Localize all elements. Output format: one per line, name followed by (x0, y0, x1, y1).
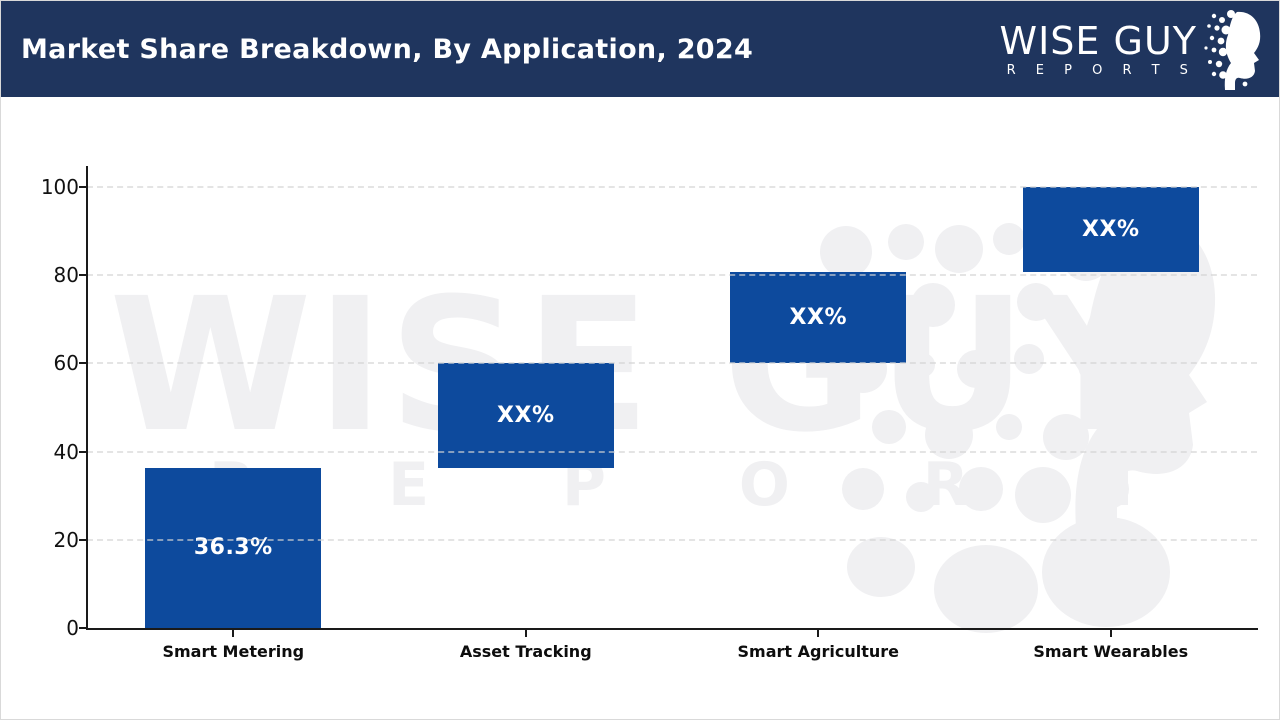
bar-value-label: XX% (789, 305, 847, 331)
bar-asset-tracking: XX% (437, 363, 614, 468)
logo-head-icon (1204, 10, 1261, 90)
bar-smart-agriculture: XX% (730, 272, 907, 364)
bar-smart-wearables: XX% (1022, 187, 1199, 273)
y-axis-tick (79, 450, 87, 453)
bar-value-label: XX% (497, 403, 555, 429)
plot-area: 0 20 40 60 80 100 36.3% Smart Metering XX% Asset … (1, 97, 1279, 719)
y-axis-tick-label: 0 (66, 616, 79, 640)
x-axis-category-label: Asset Tracking (459, 642, 592, 661)
x-axis-category-label: Smart Metering (162, 642, 305, 661)
x-axis-tick (817, 630, 820, 637)
gridline-60 (87, 362, 1257, 365)
y-axis-tick (79, 538, 87, 541)
y-axis-tick (79, 362, 87, 365)
y-axis-tick-label: 100 (40, 175, 79, 199)
y-axis-line (86, 166, 88, 630)
x-axis-tick (1109, 630, 1112, 637)
x-axis-line (86, 628, 1258, 630)
brand-subtitle: R E P O R T S (1006, 62, 1196, 78)
gridline-20 (87, 538, 1257, 541)
y-axis-tick-label: 40 (53, 439, 79, 464)
y-axis-tick (79, 627, 87, 629)
x-axis-tick (524, 630, 527, 637)
x-axis-category-label: Smart Agriculture (737, 642, 899, 661)
gridline-80 (87, 274, 1257, 277)
chart-area: WISE GUY R E P O R T S 0 20 40 60 80 100 36.3%… (1, 97, 1279, 719)
header-bar: Market Share Breakdown, By Application, … (1, 1, 1279, 97)
page-title: Market Share Breakdown, By Application, … (21, 33, 754, 65)
y-axis-tick (79, 186, 87, 188)
gridline-100 (87, 186, 1257, 188)
brand-logo-text: WISE GUY R E P O R T S (1000, 22, 1197, 77)
bar-smart-metering: 36.3% (145, 467, 322, 628)
brand-name: WISE GUY (999, 18, 1197, 63)
x-axis-tick (232, 630, 235, 637)
y-axis-tick-label: 80 (53, 263, 79, 288)
bar-value-label: XX% (1082, 217, 1140, 243)
brand-logo: WISE GUY R E P O R T S (1000, 8, 1263, 90)
y-axis-tick (79, 274, 87, 277)
gridline-40 (87, 450, 1257, 453)
y-axis-tick-label: 60 (53, 351, 79, 376)
x-axis-category-label: Smart Wearables (1033, 642, 1189, 661)
y-axis-tick-label: 20 (53, 527, 79, 552)
